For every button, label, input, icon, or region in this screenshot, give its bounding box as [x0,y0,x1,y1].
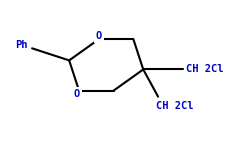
Text: CH 2Cl: CH 2Cl [156,101,193,111]
Text: O: O [96,31,102,41]
Text: O: O [73,89,80,99]
Text: Ph: Ph [15,40,27,50]
Text: CH 2Cl: CH 2Cl [186,64,224,74]
Text: O: O [73,89,80,99]
Text: O: O [96,31,102,41]
